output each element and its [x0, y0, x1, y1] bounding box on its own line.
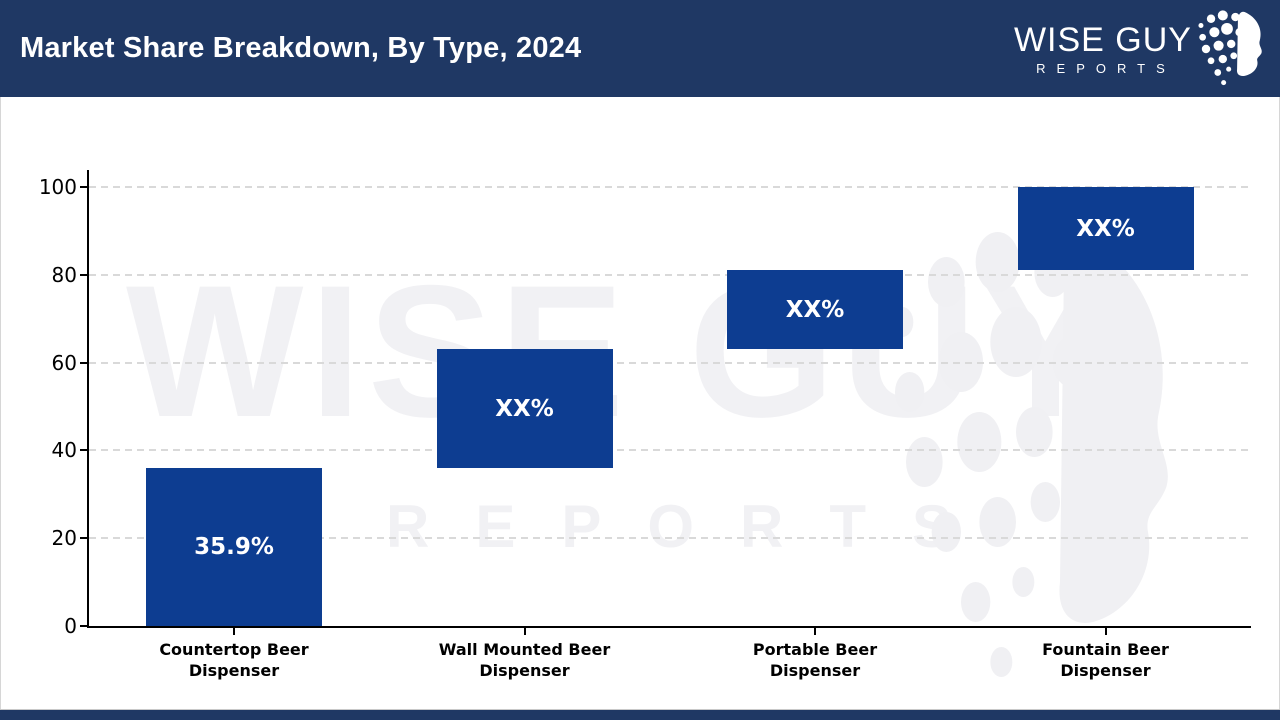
y-tick-label: 40 [51, 438, 77, 463]
x-tick-mark [814, 628, 816, 635]
x-category-label-line1: Wall Mounted Beer [438, 640, 611, 659]
y-tick-mark [80, 625, 87, 627]
bar-label: 35.9% [194, 534, 274, 561]
y-axis-line [87, 170, 89, 628]
logo-text: WISE GUY REPORTS [1014, 23, 1192, 75]
x-category-label-line2: Dispenser [769, 661, 861, 680]
bar: XX% [727, 270, 903, 350]
bar-label: XX% [1076, 215, 1135, 242]
x-category-label-line2: Dispenser [1060, 661, 1151, 680]
gridline [89, 449, 1251, 452]
header: Market Share Breakdown, By Type, 2024 WI… [0, 0, 1280, 97]
bar-label: XX% [495, 395, 554, 422]
y-tick-mark [80, 449, 87, 452]
y-tick-label: 80 [51, 262, 77, 287]
gridline [89, 537, 1251, 540]
logo-wordmark: WISE GUY [1013, 20, 1192, 59]
x-category-label: Countertop Beer Dispenser [114, 639, 354, 681]
bar: XX% [1017, 187, 1194, 271]
footer-bar [0, 709, 1280, 720]
bar: XX% [436, 349, 613, 469]
y-tick-label: 20 [51, 526, 77, 551]
x-category-label-line1: Portable Beer [752, 640, 878, 659]
y-tick-mark [80, 273, 87, 276]
bar: 35.9% [146, 468, 322, 626]
x-tick-mark [1104, 628, 1107, 635]
logo-head-icon [1198, 9, 1262, 85]
y-tick-label: 100 [38, 175, 77, 199]
page-title: Market Share Breakdown, By Type, 2024 [20, 32, 582, 64]
gridline [89, 186, 1251, 188]
gridline [89, 361, 1251, 364]
y-tick-mark [80, 361, 87, 364]
gridline [89, 273, 1251, 276]
x-category-label: Wall Mounted Beer Dispenser [405, 639, 645, 681]
x-tick-mark [233, 628, 235, 635]
x-category-label-line2: Dispenser [188, 661, 280, 680]
y-tick-label: 60 [51, 350, 77, 375]
x-category-label-line1: Fountain Beer [1042, 640, 1169, 659]
chart-area: WISE GUY REPORTS 0 20 40 60 80 100 35.9% Counte… [0, 97, 1280, 710]
watermark-text-secondary: REPORTS [386, 493, 999, 560]
x-category-label: Fountain Beer Dispenser [986, 639, 1226, 681]
x-category-label-line2: Dispenser [479, 661, 570, 680]
x-axis-line [87, 626, 1251, 628]
logo-subtext: REPORTS [1036, 60, 1176, 76]
x-tick-mark [523, 628, 526, 635]
x-category-label: Portable Beer Dispenser [695, 639, 935, 681]
bar-label: XX% [785, 296, 845, 323]
y-tick-mark [80, 537, 87, 540]
x-category-label-line1: Countertop Beer [159, 640, 309, 659]
y-tick-label: 0 [64, 614, 77, 638]
y-tick-mark [80, 186, 87, 188]
wiseguy-logo: WISE GUY REPORTS [1014, 7, 1266, 91]
